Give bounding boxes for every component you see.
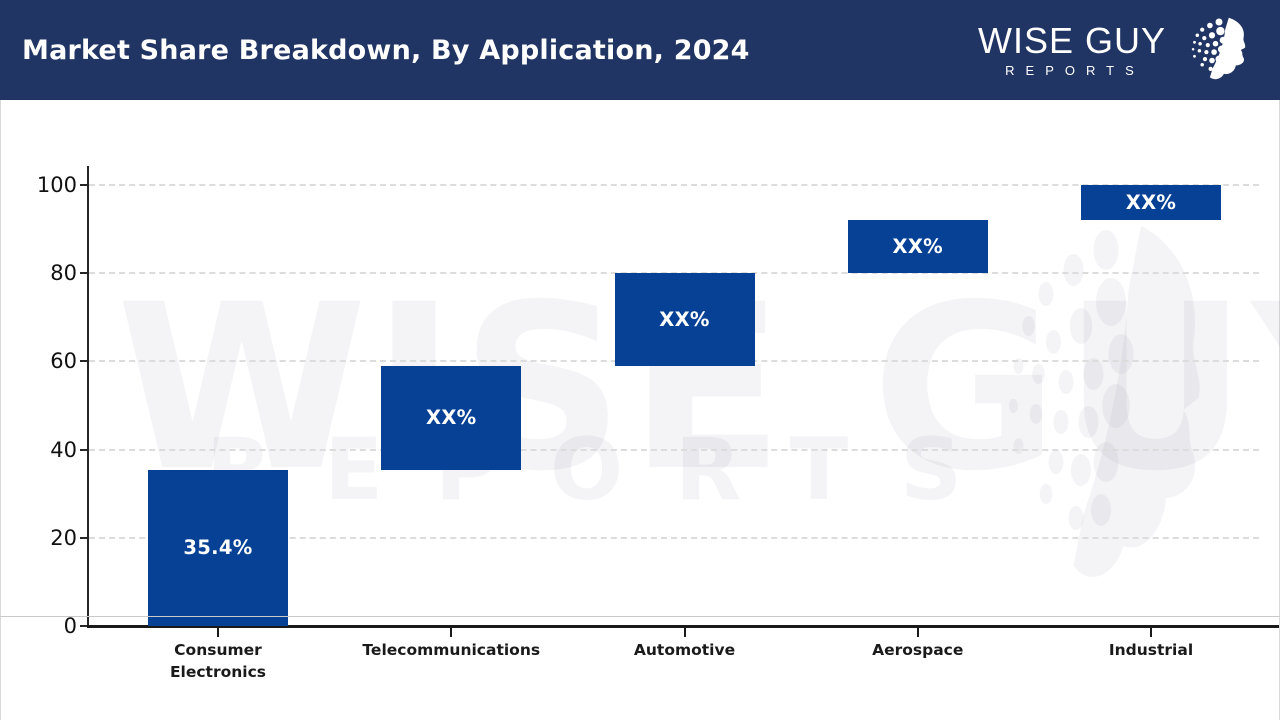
x-axis-line xyxy=(87,625,1279,628)
y-tick-label-40: 40 xyxy=(50,437,77,462)
bar-industrial: XX% xyxy=(1081,185,1221,221)
logo-text: WISE GUY REPORTS xyxy=(977,19,1166,78)
y-tick-mark-60 xyxy=(80,360,88,363)
bar-telecommunications: XX% xyxy=(381,365,522,470)
x-tick-label-industrial: Industrial xyxy=(1108,641,1194,659)
gridline-40 xyxy=(89,448,1259,451)
y-tick-label-0: 0 xyxy=(63,614,77,638)
y-tick-mark-20 xyxy=(80,536,88,539)
x-tick-mark-industrial xyxy=(1150,628,1152,637)
logo-wordmark: WISE GUY xyxy=(977,19,1166,61)
x-tick-label-telecommunications: Telecommunications xyxy=(362,641,541,659)
y-tick-mark-80 xyxy=(80,272,88,275)
gridline-100 xyxy=(89,184,1259,186)
x-tick-label-consumer-electronics: Consumer Electronics xyxy=(169,641,267,681)
bar-consumer-electronics: 35.4% xyxy=(148,469,288,626)
y-tick-label-100: 100 xyxy=(36,173,77,197)
x-tick-mark-aerospace xyxy=(916,628,919,637)
wiseguy-logo: WISE GUY REPORTS xyxy=(978,13,1254,87)
bar-aerospace: XX% xyxy=(847,220,988,274)
y-tick-label-60: 60 xyxy=(50,349,77,374)
y-tick-mark-100 xyxy=(80,184,88,186)
bar-value-label-telecommunications: XX% xyxy=(425,406,477,430)
x-tick-label-aerospace: Aerospace xyxy=(872,641,964,659)
gridline-20 xyxy=(89,536,1259,539)
logo-head-icon xyxy=(1191,17,1246,80)
x-tick-mark-automotive xyxy=(683,628,686,637)
y-tick-mark-0 xyxy=(80,625,88,627)
y-tick-mark-40 xyxy=(80,448,88,451)
header-bar: Market Share Breakdown, By Application, … xyxy=(0,0,1280,100)
logo-tagline: REPORTS xyxy=(1005,62,1145,78)
watermark-tagline: REPORTS xyxy=(206,420,1015,520)
x-tick-mark-telecommunications xyxy=(450,628,453,637)
bar-value-label-aerospace: XX% xyxy=(892,235,943,259)
chart-area: WISE GUY REPORTS 02040608010035.4%Consum… xyxy=(0,100,1280,720)
x-tick-label-automotive: Automotive xyxy=(633,641,736,659)
y-tick-label-80: 80 xyxy=(50,261,77,286)
bar-value-label-consumer-electronics: 35.4% xyxy=(183,536,253,560)
bar-automotive: XX% xyxy=(614,273,755,366)
x-tick-mark-consumer-electronics xyxy=(217,628,219,637)
y-tick-label-20: 20 xyxy=(50,525,77,550)
bar-value-label-automotive: XX% xyxy=(659,307,710,331)
page-title: Market Share Breakdown, By Application, … xyxy=(22,34,750,66)
bar-value-label-industrial: XX% xyxy=(1125,191,1177,215)
y-axis-line xyxy=(87,166,89,628)
page-bottom-divider xyxy=(0,616,1280,617)
